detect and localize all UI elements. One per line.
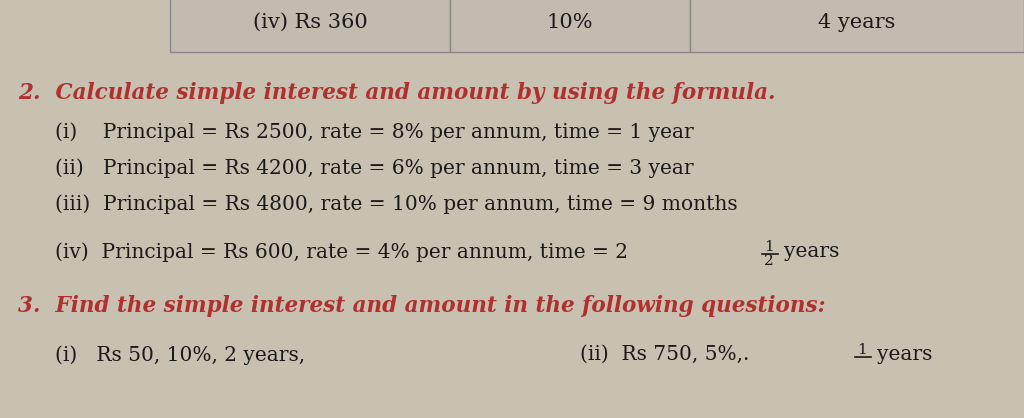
Text: 2.  Calculate simple interest and amount by using the formula.: 2. Calculate simple interest and amount … — [18, 82, 775, 104]
Text: 10%: 10% — [547, 13, 593, 31]
Text: 2: 2 — [764, 254, 774, 268]
Text: (iii)  Principal = Rs 4800, rate = 10% per annum, time = 9 months: (iii) Principal = Rs 4800, rate = 10% pe… — [55, 194, 737, 214]
Text: years: years — [784, 242, 840, 261]
Text: (ii)  Rs 750, 5%,.: (ii) Rs 750, 5%,. — [580, 345, 750, 364]
Text: 1: 1 — [857, 343, 866, 357]
Text: (i)    Principal = Rs 2500, rate = 8% per annum, time = 1 year: (i) Principal = Rs 2500, rate = 8% per a… — [55, 122, 693, 142]
Bar — [450, 0, 690, 52]
Text: 4 years: 4 years — [818, 13, 896, 31]
Text: (iv) Rs 360: (iv) Rs 360 — [253, 13, 368, 31]
Text: years: years — [877, 345, 933, 364]
Text: (i)   Rs 50, 10%, 2 years,: (i) Rs 50, 10%, 2 years, — [55, 345, 305, 364]
Bar — [170, 0, 450, 52]
Text: 3.  Find the simple interest and amount in the following questions:: 3. Find the simple interest and amount i… — [18, 295, 825, 317]
Text: (ii)   Principal = Rs 4200, rate = 6% per annum, time = 3 year: (ii) Principal = Rs 4200, rate = 6% per … — [55, 158, 693, 178]
Bar — [690, 0, 1024, 52]
Text: (iv)  Principal = Rs 600, rate = 4% per annum, time = 2: (iv) Principal = Rs 600, rate = 4% per a… — [55, 242, 628, 262]
Text: 1: 1 — [764, 240, 774, 254]
